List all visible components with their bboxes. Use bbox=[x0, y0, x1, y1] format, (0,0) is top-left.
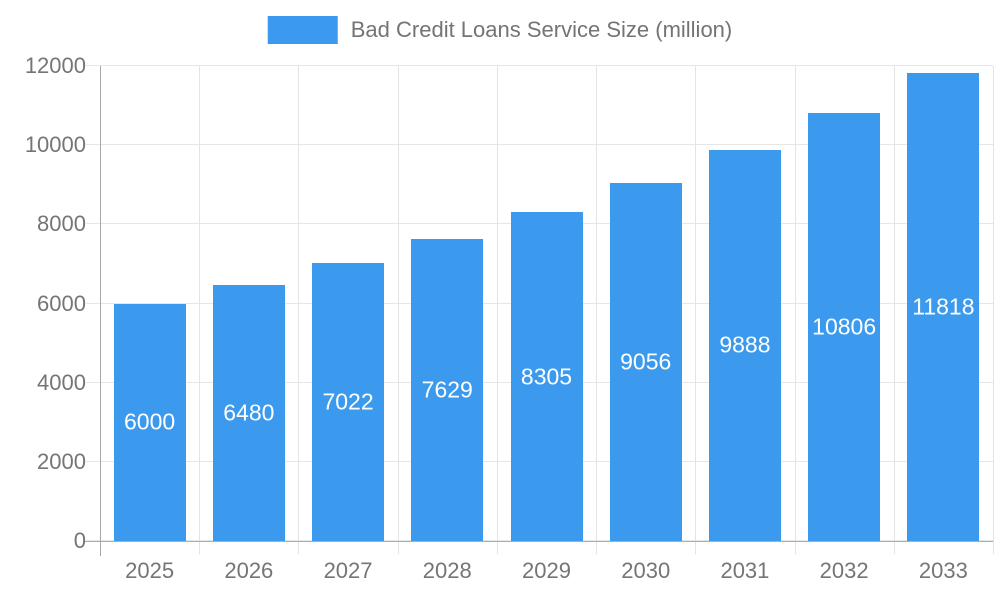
y-axis-tick-label-0: 0 bbox=[73, 528, 86, 553]
bar-value-label: 7629 bbox=[421, 376, 473, 403]
gridline-vertical bbox=[993, 66, 994, 554]
bar-2032[interactable]: 10806 bbox=[808, 113, 881, 541]
gridline-vertical bbox=[199, 66, 201, 554]
x-axis-tick-label-2027: 2027 bbox=[323, 558, 373, 583]
bar-value-label: 7022 bbox=[322, 388, 374, 415]
gridline-vertical bbox=[794, 66, 796, 554]
gridline-vertical bbox=[496, 66, 498, 554]
x-axis-tick-label-2026: 2026 bbox=[224, 558, 274, 583]
gridline-horizontal bbox=[86, 65, 993, 66]
legend-label: Bad Credit Loans Service Size (million) bbox=[350, 17, 733, 42]
bar-value-label: 8305 bbox=[520, 363, 573, 390]
bar-value-label: 9888 bbox=[719, 331, 771, 358]
bar-value-label: 6000 bbox=[124, 408, 176, 435]
x-axis-tick-label-2031: 2031 bbox=[720, 558, 770, 583]
bar-2033[interactable]: 11818 bbox=[907, 73, 980, 541]
bar-2029[interactable]: 8305 bbox=[510, 212, 583, 541]
x-axis-tick-label-2025: 2025 bbox=[125, 558, 175, 583]
legend-swatch bbox=[267, 16, 338, 44]
y-axis-tick-label-4000: 4000 bbox=[37, 369, 86, 395]
bar-value-label: 6480 bbox=[223, 399, 275, 426]
plot-area: 0 2000 4000 6000 8000 10000 12000 6000 2025 6480 2… bbox=[25, 53, 994, 583]
y-axis-tick-label-6000: 6000 bbox=[37, 290, 86, 316]
gridline-vertical bbox=[893, 66, 895, 554]
bar-2030[interactable]: 9056 bbox=[609, 182, 682, 541]
y-axis-tick-label-10000: 10000 bbox=[24, 132, 86, 158]
gridline-vertical bbox=[695, 66, 697, 554]
gridline-horizontal bbox=[86, 144, 993, 146]
x-axis-line bbox=[85, 541, 993, 542]
bar-value-label: 11818 bbox=[912, 293, 975, 320]
gridline-vertical bbox=[298, 66, 300, 554]
x-axis-tick-label-2029: 2029 bbox=[522, 558, 571, 583]
bar-2027[interactable]: 7022 bbox=[312, 263, 385, 541]
bar-2031[interactable]: 9888 bbox=[708, 149, 781, 541]
y-axis-tick-label-8000: 8000 bbox=[37, 211, 86, 237]
legend-item[interactable]: Bad Credit Loans Service Size (million) bbox=[267, 16, 733, 44]
bar-2028[interactable]: 7629 bbox=[411, 239, 484, 541]
gridline-vertical bbox=[596, 66, 598, 554]
bar-value-label: 9056 bbox=[620, 348, 672, 375]
y-axis-tick-label-2000: 2000 bbox=[37, 448, 86, 474]
x-axis-tick-label-2032: 2032 bbox=[819, 558, 869, 583]
x-axis-tick-label-2028: 2028 bbox=[422, 558, 472, 583]
gridline-vertical bbox=[397, 66, 399, 554]
x-axis-tick-label-2033: 2033 bbox=[918, 558, 968, 583]
x-axis-tick-label-2030: 2030 bbox=[621, 558, 671, 583]
y-axis-line bbox=[100, 66, 101, 556]
y-axis-tick-label-12000: 12000 bbox=[24, 53, 86, 78]
bar-2025[interactable]: 6000 bbox=[113, 303, 186, 541]
bar-value-label: 10806 bbox=[812, 313, 877, 340]
bar-2026[interactable]: 6480 bbox=[212, 284, 285, 541]
